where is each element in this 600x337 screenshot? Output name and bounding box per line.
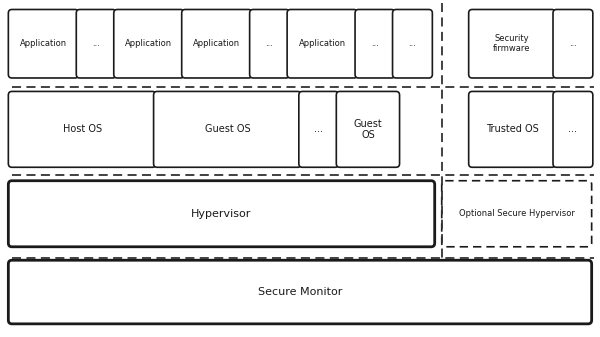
Text: Guest OS: Guest OS — [205, 124, 250, 134]
FancyBboxPatch shape — [8, 181, 435, 247]
Text: Guest
OS: Guest OS — [353, 119, 382, 140]
Text: Secure Monitor: Secure Monitor — [258, 287, 342, 297]
FancyBboxPatch shape — [250, 9, 289, 78]
FancyBboxPatch shape — [553, 91, 593, 167]
Text: ...: ... — [409, 39, 416, 48]
Text: ...: ... — [568, 124, 577, 134]
Text: Application: Application — [20, 39, 67, 48]
FancyBboxPatch shape — [8, 9, 79, 78]
Text: ...: ... — [92, 39, 100, 48]
Text: Application: Application — [125, 39, 172, 48]
FancyBboxPatch shape — [355, 9, 395, 78]
FancyBboxPatch shape — [76, 9, 116, 78]
FancyBboxPatch shape — [553, 9, 593, 78]
Text: Hypervisor: Hypervisor — [191, 209, 252, 219]
FancyBboxPatch shape — [469, 91, 556, 167]
FancyBboxPatch shape — [114, 9, 184, 78]
Text: Security
firmware: Security firmware — [493, 34, 531, 54]
FancyBboxPatch shape — [469, 9, 556, 78]
Text: Optional Secure Hypervisor: Optional Secure Hypervisor — [459, 209, 575, 218]
Text: ...: ... — [371, 39, 379, 48]
FancyBboxPatch shape — [8, 91, 156, 167]
Text: ...: ... — [569, 39, 577, 48]
FancyBboxPatch shape — [287, 9, 358, 78]
FancyBboxPatch shape — [442, 181, 592, 247]
Text: Host OS: Host OS — [62, 124, 101, 134]
FancyBboxPatch shape — [337, 91, 400, 167]
FancyBboxPatch shape — [299, 91, 338, 167]
Text: ...: ... — [266, 39, 274, 48]
Text: ...: ... — [314, 124, 323, 134]
FancyBboxPatch shape — [182, 9, 252, 78]
FancyBboxPatch shape — [8, 260, 592, 324]
FancyBboxPatch shape — [392, 9, 433, 78]
Text: Application: Application — [299, 39, 346, 48]
Text: Trusted OS: Trusted OS — [485, 124, 538, 134]
Text: Application: Application — [193, 39, 241, 48]
FancyBboxPatch shape — [154, 91, 301, 167]
